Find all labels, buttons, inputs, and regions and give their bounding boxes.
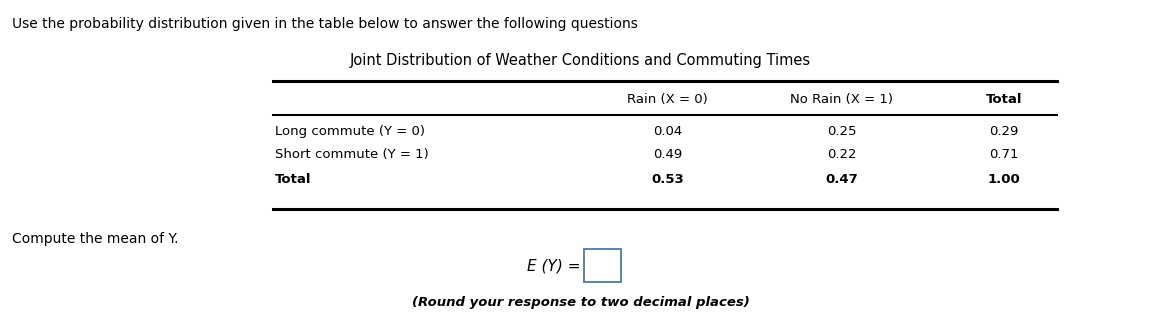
Text: Joint Distribution of Weather Conditions and Commuting Times: Joint Distribution of Weather Conditions… xyxy=(349,53,812,68)
Text: (Round your response to two decimal places): (Round your response to two decimal plac… xyxy=(412,296,749,309)
Text: 0.71: 0.71 xyxy=(989,148,1019,161)
Text: 1.00: 1.00 xyxy=(988,173,1021,186)
Text: Rain (X = 0): Rain (X = 0) xyxy=(627,93,708,106)
Text: Compute the mean of Y.: Compute the mean of Y. xyxy=(12,232,178,246)
Text: Use the probability distribution given in the table below to answer the followin: Use the probability distribution given i… xyxy=(12,17,637,31)
Text: E (Y) =: E (Y) = xyxy=(527,258,580,273)
Text: Short commute (Y = 1): Short commute (Y = 1) xyxy=(275,148,428,161)
Text: No Rain (X = 1): No Rain (X = 1) xyxy=(791,93,893,106)
Text: 0.53: 0.53 xyxy=(651,173,684,186)
Text: 0.47: 0.47 xyxy=(825,173,858,186)
Text: Long commute (Y = 0): Long commute (Y = 0) xyxy=(275,124,425,138)
Text: 0.04: 0.04 xyxy=(652,124,683,138)
Text: Total: Total xyxy=(986,93,1023,106)
Text: Total: Total xyxy=(275,173,311,186)
Text: 0.49: 0.49 xyxy=(652,148,683,161)
Text: 0.25: 0.25 xyxy=(827,124,857,138)
Text: 0.29: 0.29 xyxy=(989,124,1019,138)
Text: 0.22: 0.22 xyxy=(827,148,857,161)
